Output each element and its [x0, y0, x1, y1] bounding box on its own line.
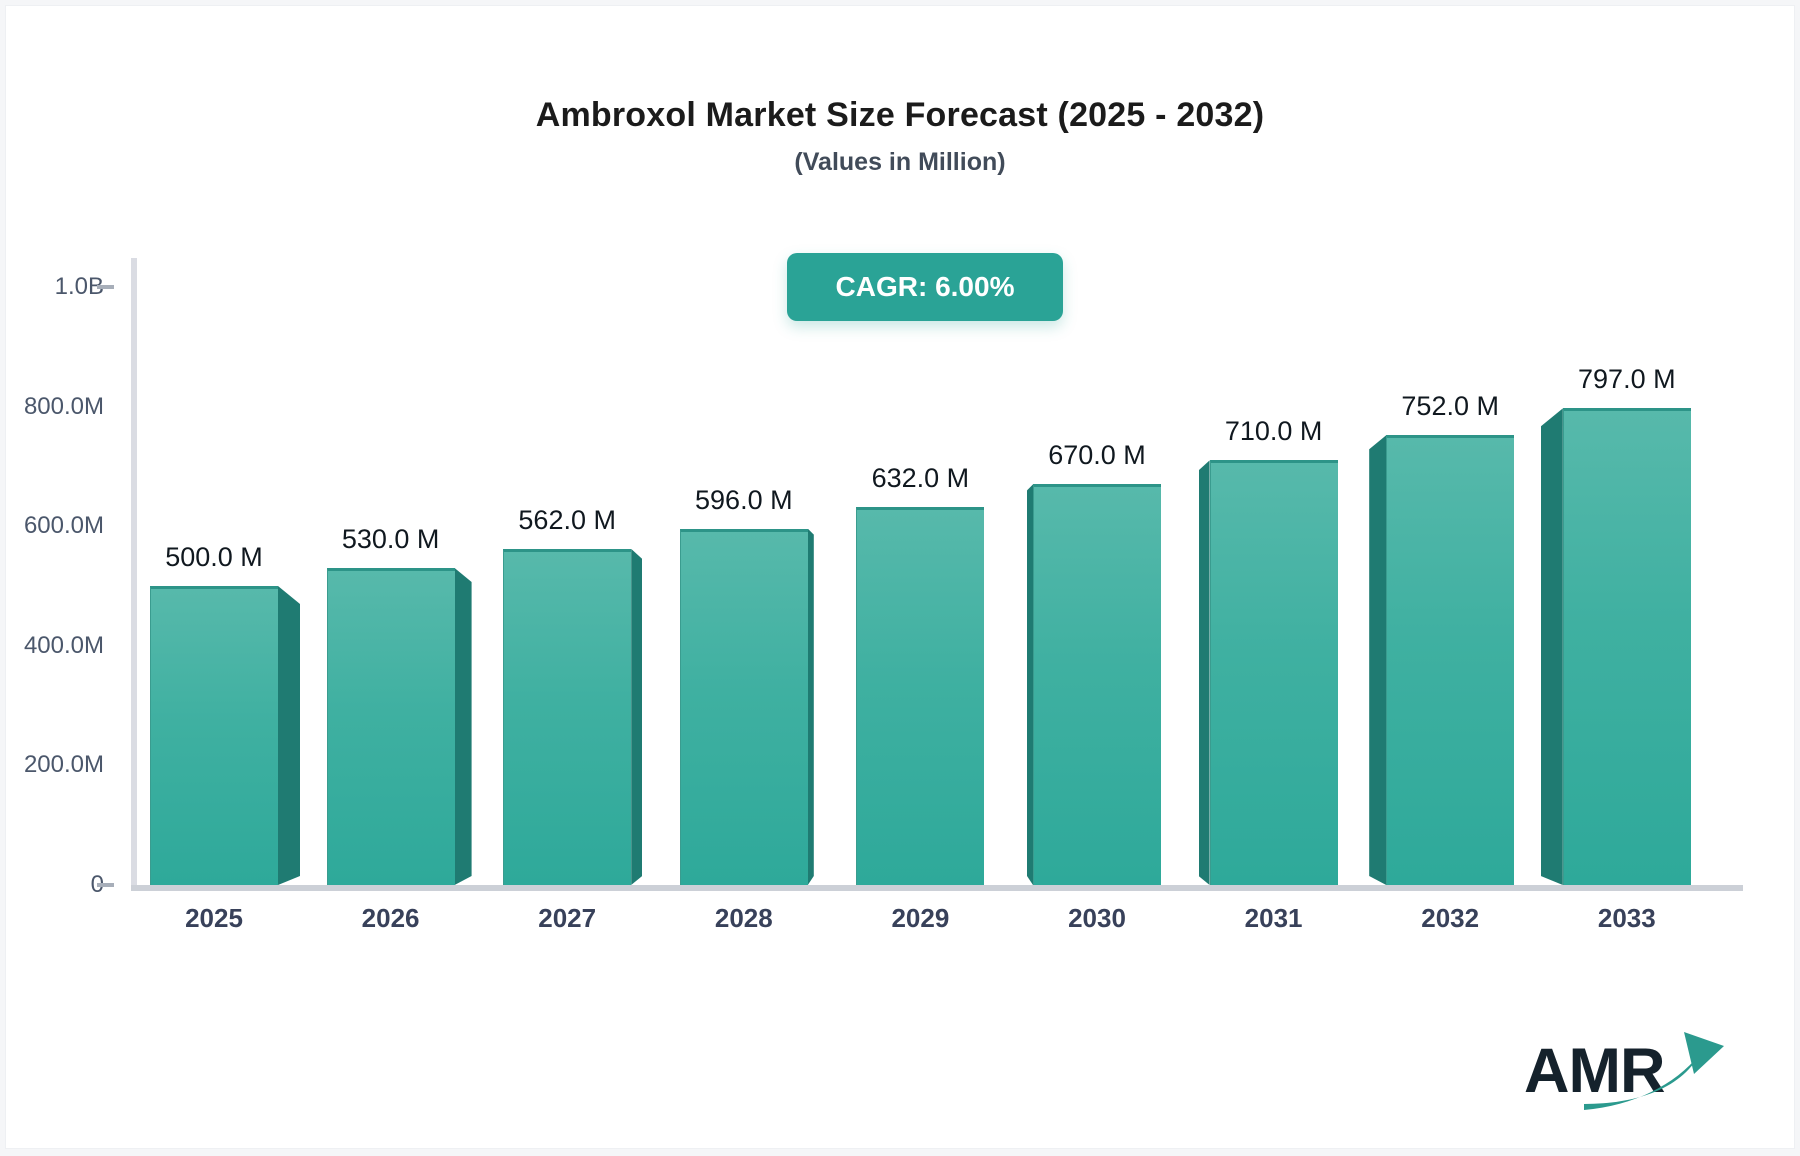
x-axis-label-2031: 2031 — [1244, 903, 1303, 933]
y-tick-label: 400.0M — [23, 631, 104, 659]
bar-2025 — [150, 586, 278, 885]
bar-2031 — [1209, 460, 1338, 885]
bar-3d-side-2031 — [1199, 460, 1210, 885]
bar-value-label: 530.0 M — [341, 524, 440, 555]
bar-2026 — [326, 568, 455, 885]
bar-3d-side-2033 — [1541, 408, 1563, 885]
x-axis-label-2032: 2032 — [1421, 903, 1480, 933]
bar-2028 — [679, 528, 808, 885]
y-tick-dash — [97, 285, 114, 289]
bar-3d-side-2032 — [1369, 435, 1386, 885]
cagr-badge: CAGR: 6.00% — [787, 253, 1063, 321]
bar-value-label: 596.0 M — [695, 484, 793, 515]
y-tick-label: 800.0M — [23, 392, 104, 420]
bar-2032 — [1386, 435, 1515, 885]
y-tick-label: 600.0M — [23, 512, 104, 540]
amr-logo-text: AMR — [1524, 1036, 1665, 1106]
y-tick-dash — [97, 883, 114, 887]
x-axis-label-2025: 2025 — [185, 903, 243, 933]
bar-value-label: 500.0 M — [165, 542, 263, 572]
x-axis-label-2030: 2030 — [1068, 903, 1126, 933]
y-axis-line — [131, 258, 137, 885]
bar-value-label: 632.0 M — [871, 463, 970, 494]
amr-logo: AMR — [1524, 1032, 1724, 1110]
bar-3d-side-2030 — [1027, 484, 1033, 885]
x-axis-baseline — [131, 885, 1743, 891]
chart-subtitle: (Values in Million) — [794, 148, 1006, 176]
amr-logo-arrowhead — [1684, 1032, 1724, 1074]
y-tick-label: 0 — [4, 871, 104, 899]
bar-value-label: 710.0 M — [1224, 416, 1323, 447]
x-axis-label-2033: 2033 — [1597, 903, 1656, 933]
amr-logo-arrow-swoosh — [1584, 1054, 1700, 1110]
y-tick-label: 200.0M — [23, 751, 104, 779]
x-axis-label-2027: 2027 — [538, 903, 597, 933]
bar-value-label: 797.0 M — [1578, 364, 1676, 395]
bar-3d-side-2028 — [808, 529, 814, 885]
bar-2027 — [503, 548, 632, 885]
x-axis-label-2026: 2026 — [361, 903, 420, 933]
bar-value-label: 562.0 M — [518, 504, 616, 535]
y-tick-label: 1.0B — [54, 273, 104, 300]
x-axis-label-2029: 2029 — [891, 903, 950, 933]
chart-title: Ambroxol Market Size Forecast (2025 - 20… — [535, 96, 1265, 134]
x-axis-label-2028: 2028 — [714, 903, 773, 933]
cagr-badge-label: CAGR: 6.00% — [835, 271, 1015, 302]
bar-2033 — [1562, 408, 1691, 885]
bar-2030 — [1033, 484, 1161, 885]
bar-value-label: 752.0 M — [1401, 391, 1499, 422]
bar-3d-side-2027 — [631, 549, 642, 885]
bar-value-label: 670.0 M — [1048, 440, 1146, 471]
bar-3d-side-2026 — [455, 568, 472, 885]
bar-3d-side-2025 — [278, 586, 300, 885]
bar-2029 — [856, 507, 985, 885]
